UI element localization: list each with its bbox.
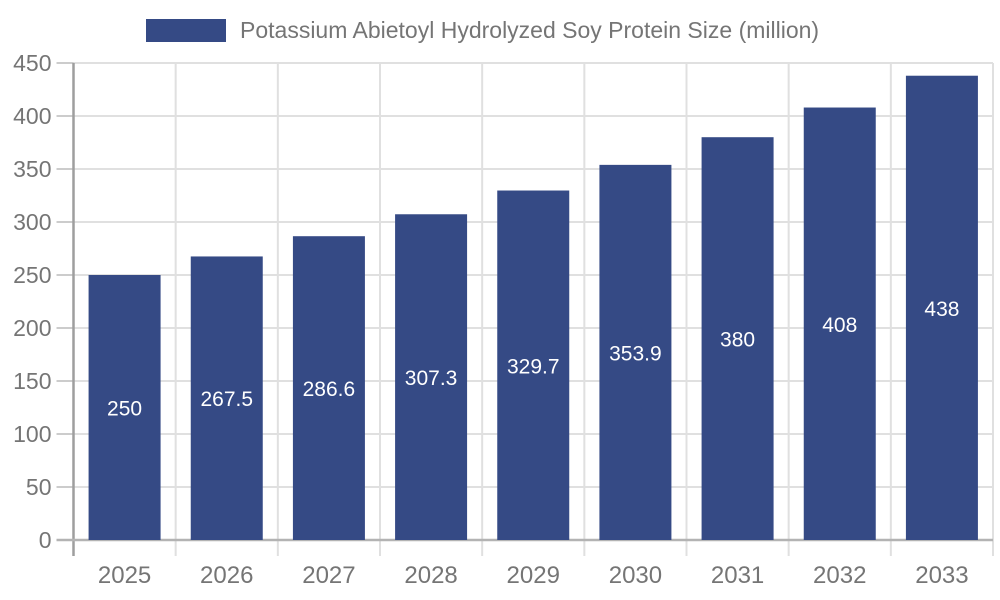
y-tick-label: 50: [26, 474, 52, 500]
y-tick-label: 300: [13, 209, 51, 235]
bar: [395, 214, 468, 540]
y-tick-label: 350: [13, 156, 51, 182]
bar: [497, 190, 570, 540]
x-tick-label: 2032: [813, 562, 866, 589]
x-tick-label: 2029: [507, 562, 560, 589]
y-tick-label: 100: [13, 421, 51, 447]
bar: [88, 275, 161, 540]
bar-value-label: 267.5: [200, 388, 253, 411]
x-tick-label: 2031: [711, 562, 764, 589]
bar: [701, 137, 774, 540]
x-tick-label: 2030: [609, 562, 662, 589]
bar-value-label: 353.9: [609, 342, 662, 365]
bar: [190, 256, 263, 540]
y-tick-label: 150: [13, 368, 51, 394]
bar-value-label: 307.3: [405, 367, 458, 390]
y-tick-label: 250: [13, 262, 51, 288]
x-tick-label: 2026: [200, 562, 253, 589]
bar-value-label: 250: [107, 398, 142, 421]
y-tick-label: 400: [13, 103, 51, 129]
x-tick-label: 2028: [404, 562, 457, 589]
bar-value-label: 380: [720, 329, 755, 352]
legend-swatch[interactable]: [146, 19, 226, 42]
bar: [803, 107, 876, 541]
bar: [599, 164, 672, 540]
y-tick-label: 200: [13, 315, 51, 341]
bar-value-label: 408: [822, 314, 857, 337]
legend: Potassium Abietoyl Hydrolyzed Soy Protei…: [146, 17, 819, 44]
bar-value-label: 286.6: [303, 378, 356, 401]
x-tick-label: 2025: [98, 562, 151, 589]
bar: [905, 75, 978, 540]
x-tick-label: 2027: [302, 562, 355, 589]
y-tick-label: 0: [39, 527, 52, 553]
bar: [292, 236, 365, 541]
y-tick-label: 450: [13, 50, 51, 76]
bar-value-label: 438: [924, 298, 959, 321]
bar-value-label: 329.7: [507, 355, 560, 378]
x-tick-label: 2033: [915, 562, 968, 589]
legend-label[interactable]: Potassium Abietoyl Hydrolyzed Soy Protei…: [240, 17, 820, 43]
